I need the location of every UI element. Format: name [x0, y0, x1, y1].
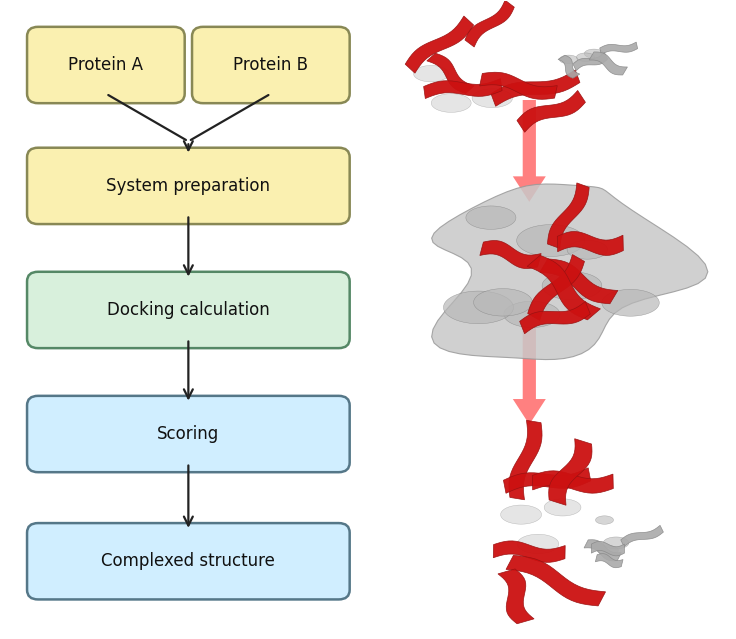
Polygon shape	[558, 55, 580, 78]
FancyBboxPatch shape	[27, 396, 350, 472]
Polygon shape	[595, 553, 623, 567]
Polygon shape	[465, 0, 514, 47]
FancyBboxPatch shape	[27, 148, 350, 224]
Polygon shape	[591, 541, 624, 556]
Polygon shape	[539, 259, 618, 304]
Polygon shape	[504, 301, 560, 327]
Text: Protein B: Protein B	[233, 56, 308, 74]
Polygon shape	[557, 231, 623, 256]
FancyArrow shape	[513, 100, 546, 202]
Text: Docking calculation: Docking calculation	[107, 301, 269, 319]
Polygon shape	[427, 53, 474, 93]
Polygon shape	[491, 70, 580, 106]
Polygon shape	[528, 254, 584, 320]
Polygon shape	[559, 55, 578, 64]
Text: Protein A: Protein A	[68, 56, 144, 74]
Polygon shape	[517, 91, 585, 132]
FancyArrow shape	[513, 323, 546, 424]
Polygon shape	[472, 89, 512, 107]
Text: Scoring: Scoring	[158, 425, 219, 443]
Polygon shape	[527, 256, 601, 320]
Polygon shape	[506, 555, 606, 606]
Polygon shape	[517, 225, 585, 256]
Polygon shape	[548, 183, 589, 249]
Polygon shape	[598, 546, 618, 555]
Polygon shape	[589, 52, 627, 75]
FancyBboxPatch shape	[27, 523, 350, 599]
Polygon shape	[500, 505, 542, 524]
Polygon shape	[444, 291, 514, 324]
Polygon shape	[584, 49, 604, 58]
Polygon shape	[474, 289, 532, 316]
Polygon shape	[520, 302, 590, 334]
Polygon shape	[544, 499, 581, 516]
Polygon shape	[509, 420, 542, 500]
Polygon shape	[414, 65, 449, 82]
FancyBboxPatch shape	[27, 272, 350, 348]
Polygon shape	[584, 540, 621, 561]
Polygon shape	[549, 439, 592, 505]
Polygon shape	[604, 537, 629, 549]
Polygon shape	[406, 16, 473, 73]
Polygon shape	[480, 72, 557, 99]
Polygon shape	[503, 468, 591, 493]
Polygon shape	[517, 534, 559, 553]
Polygon shape	[431, 94, 471, 112]
Polygon shape	[573, 52, 608, 71]
Polygon shape	[620, 525, 663, 546]
Polygon shape	[532, 471, 613, 493]
Text: System preparation: System preparation	[107, 177, 270, 195]
Polygon shape	[602, 289, 659, 316]
Text: Complexed structure: Complexed structure	[102, 552, 275, 570]
Polygon shape	[542, 272, 602, 300]
Polygon shape	[595, 516, 614, 524]
Polygon shape	[431, 184, 708, 360]
Polygon shape	[466, 206, 516, 229]
Polygon shape	[424, 79, 502, 98]
Polygon shape	[567, 240, 607, 259]
FancyBboxPatch shape	[192, 27, 350, 103]
Polygon shape	[498, 569, 534, 624]
Polygon shape	[493, 541, 565, 562]
Polygon shape	[576, 53, 595, 61]
Polygon shape	[600, 42, 637, 54]
FancyBboxPatch shape	[27, 27, 185, 103]
Polygon shape	[480, 240, 541, 268]
